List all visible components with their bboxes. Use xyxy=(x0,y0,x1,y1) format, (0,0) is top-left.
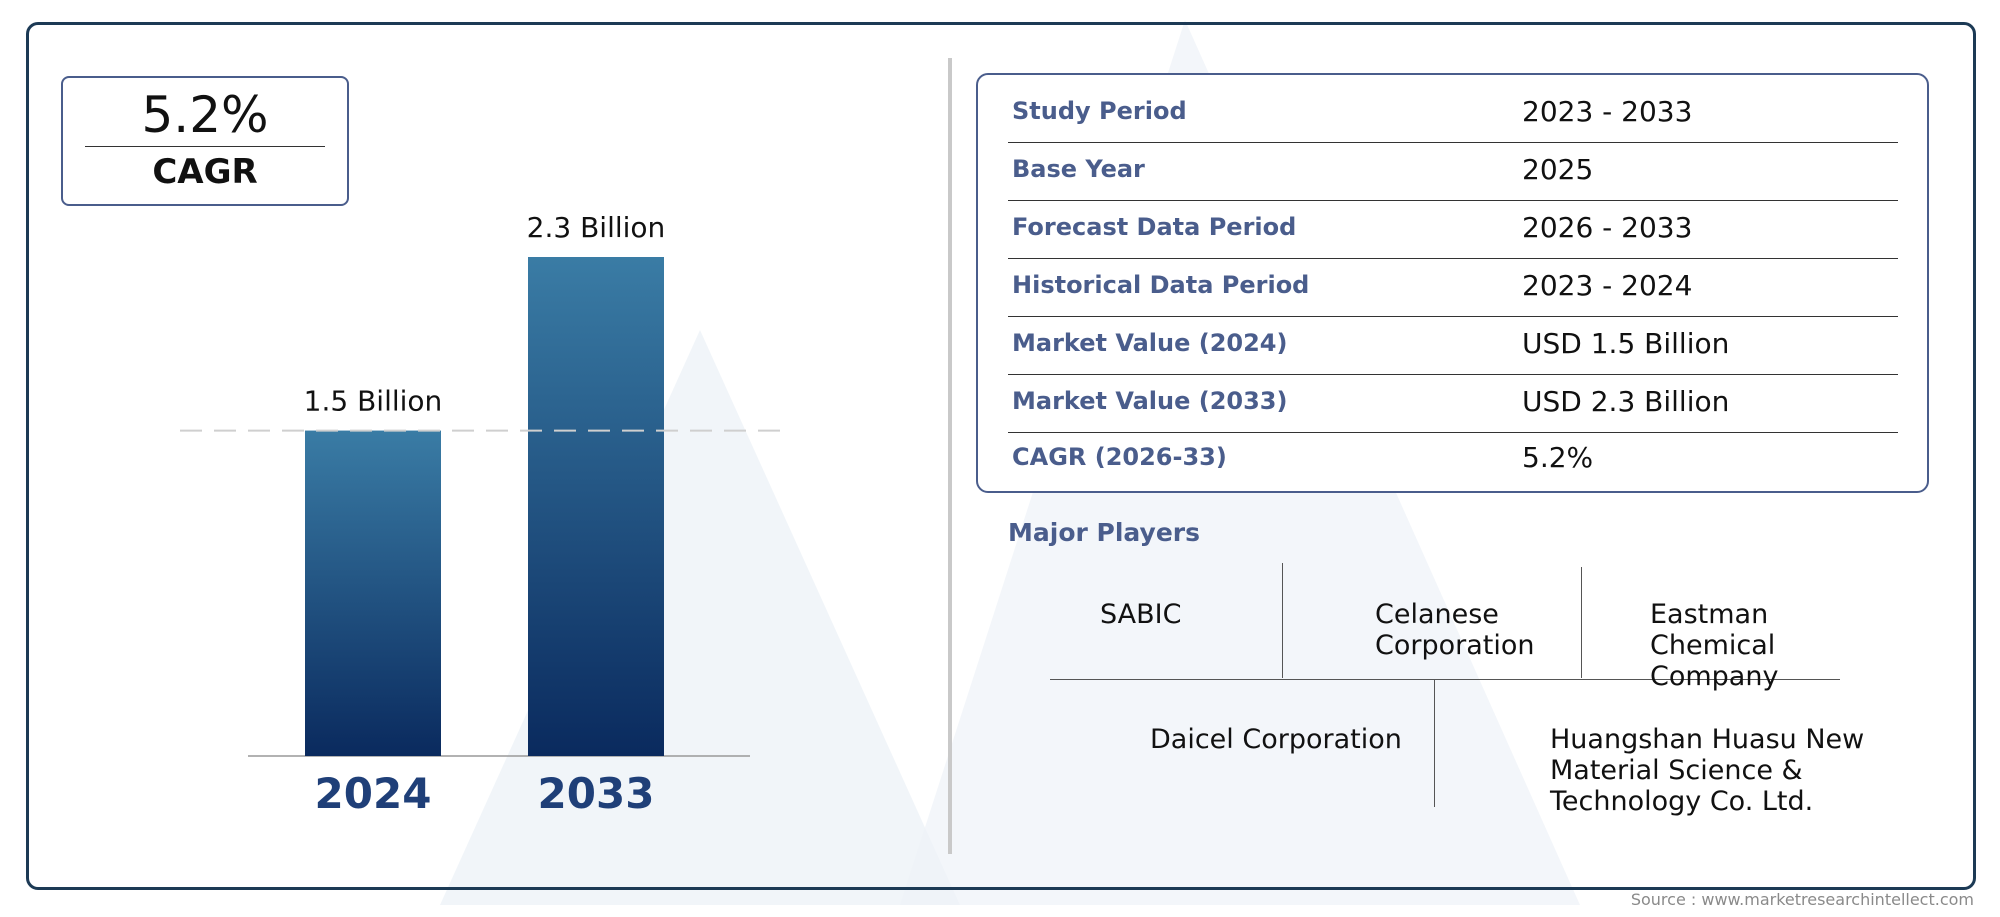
info-key: Study Period xyxy=(1012,97,1187,125)
players-divider-v3 xyxy=(1434,680,1435,807)
x-tick-label: 2024 xyxy=(315,769,432,818)
market-bar-chart: 1.5 Billion 2024 2.3 Billion 2033 xyxy=(180,211,790,818)
info-row: Market Value (2024) USD 1.5 Billion xyxy=(1008,317,1898,375)
cagr-value: 5.2% xyxy=(141,86,269,144)
players-divider-v1 xyxy=(1282,563,1283,678)
info-row: Market Value (2033) USD 2.3 Billion xyxy=(1008,375,1898,433)
info-row: CAGR (2026-33) 5.2% xyxy=(1008,431,1898,481)
player-sabic: SABIC xyxy=(1100,599,1182,630)
info-key: CAGR (2026-33) xyxy=(1012,443,1227,471)
info-key: Forecast Data Period xyxy=(1012,213,1297,241)
bar-data-label: 2.3 Billion xyxy=(527,211,666,244)
player-huangshan: Huangshan Huasu New Material Science & T… xyxy=(1550,724,1865,817)
info-key: Market Value (2024) xyxy=(1012,329,1288,357)
cagr-label: CAGR xyxy=(152,152,258,192)
player-eastman: Eastman Chemical Company xyxy=(1650,599,1779,692)
info-row-separator xyxy=(1008,432,1898,433)
info-row: Historical Data Period 2023 - 2024 xyxy=(1008,259,1898,317)
info-row: Study Period 2023 - 2033 xyxy=(1008,85,1898,143)
market-info-table: Study Period 2023 - 2033 Base Year 2025 Fore… xyxy=(976,73,1929,493)
bar-2033 xyxy=(528,257,664,756)
info-key: Historical Data Period xyxy=(1012,271,1310,299)
info-key: Base Year xyxy=(1012,155,1145,183)
info-row-separator xyxy=(1008,258,1898,259)
info-row: Base Year 2025 xyxy=(1008,143,1898,201)
player-celanese: Celanese Corporation xyxy=(1375,599,1535,661)
cagr-badge: 5.2% CAGR xyxy=(61,76,349,206)
bar-2024 xyxy=(305,430,441,756)
info-key: Market Value (2033) xyxy=(1012,387,1288,415)
card-frame xyxy=(26,22,1976,890)
info-value: 2023 - 2024 xyxy=(1522,269,1693,302)
players-divider-v2 xyxy=(1581,567,1582,678)
info-value: 2025 xyxy=(1522,153,1594,186)
info-value: USD 2.3 Billion xyxy=(1522,385,1730,418)
info-row-separator xyxy=(1008,142,1898,143)
bar-data-label: 1.5 Billion xyxy=(304,385,443,418)
info-value: USD 1.5 Billion xyxy=(1522,327,1730,360)
info-value: 2023 - 2033 xyxy=(1522,95,1693,128)
info-row: Forecast Data Period 2026 - 2033 xyxy=(1008,201,1898,259)
info-value: 2026 - 2033 xyxy=(1522,211,1693,244)
info-row-separator xyxy=(1008,316,1898,317)
info-row-separator xyxy=(1008,200,1898,201)
major-players-title: Major Players xyxy=(1008,518,1200,547)
players-divider-h xyxy=(1050,679,1840,680)
player-daicel: Daicel Corporation xyxy=(1150,724,1402,755)
x-tick-label: 2033 xyxy=(538,769,655,818)
info-row-separator xyxy=(1008,374,1898,375)
source-credit: Source : www.marketresearchintellect.com xyxy=(1630,890,1974,909)
cagr-divider xyxy=(85,146,325,147)
info-value: 5.2% xyxy=(1522,441,1594,474)
column-divider xyxy=(948,58,952,854)
